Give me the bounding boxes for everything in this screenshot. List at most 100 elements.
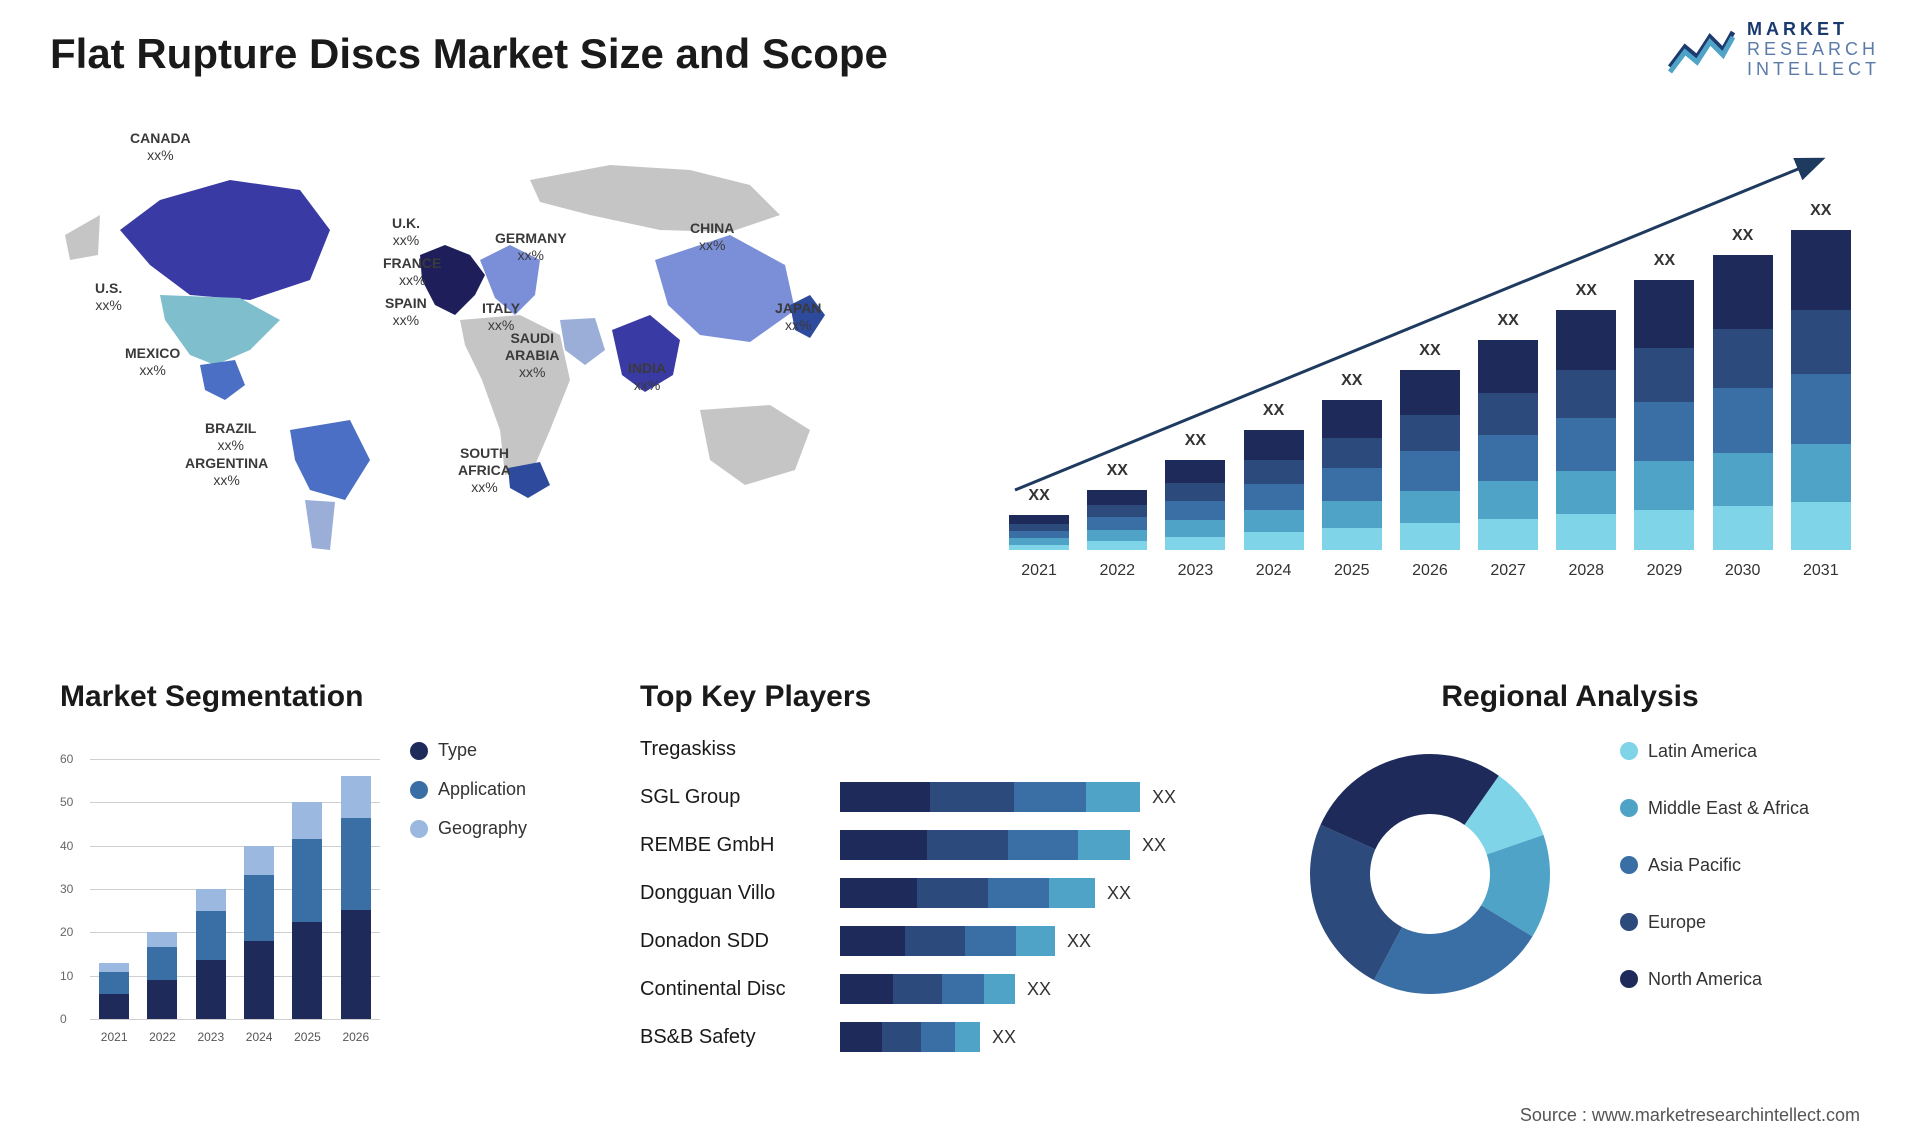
growth-bar-segment bbox=[1009, 545, 1069, 550]
growth-bar: XX bbox=[1244, 430, 1304, 550]
growth-xaxis-label: 2030 bbox=[1713, 562, 1773, 580]
segmentation-title: Market Segmentation bbox=[60, 680, 620, 714]
segmentation-bar-segment bbox=[196, 889, 226, 911]
segmentation-bar-segment bbox=[341, 818, 371, 910]
seg-xaxis-label: 2023 bbox=[196, 1030, 226, 1044]
legend-dot bbox=[410, 820, 428, 838]
player-name: Continental Disc bbox=[640, 978, 840, 1001]
growth-bar: XX bbox=[1009, 515, 1069, 550]
growth-bar-segment bbox=[1244, 460, 1304, 484]
seg-ylabel: 20 bbox=[60, 925, 73, 939]
growth-chart: XXXXXXXXXXXXXXXXXXXXXX 20212022202320242… bbox=[1000, 150, 1860, 580]
legend-dot bbox=[1620, 970, 1638, 988]
segmentation-bar-segment bbox=[147, 947, 177, 980]
player-bar-segment bbox=[840, 974, 893, 1004]
map-svg bbox=[50, 120, 950, 620]
logo-line3: INTELLECT bbox=[1747, 60, 1880, 80]
map-region bbox=[290, 420, 370, 500]
legend-label: Asia Pacific bbox=[1648, 855, 1741, 876]
growth-bar-segment bbox=[1322, 528, 1382, 551]
player-bar-segment bbox=[1049, 878, 1095, 908]
map-label: ARGENTINAxx% bbox=[185, 455, 268, 489]
regional-legend: Latin AmericaMiddle East & AfricaAsia Pa… bbox=[1620, 741, 1809, 1008]
source-text: Source : www.marketresearchintellect.com bbox=[1520, 1105, 1860, 1126]
growth-bar-segment bbox=[1322, 501, 1382, 528]
segmentation-chart: 0102030405060 202120222023202420252026 bbox=[60, 734, 380, 1044]
growth-bar-value: XX bbox=[1028, 487, 1049, 505]
player-row: REMBE GmbHXX bbox=[640, 825, 1260, 865]
segmentation-bar-segment bbox=[99, 963, 129, 973]
growth-bar-segment bbox=[1634, 348, 1694, 402]
segmentation-legend-item: Application bbox=[410, 779, 527, 800]
legend-dot bbox=[1620, 799, 1638, 817]
growth-bar-segment bbox=[1478, 519, 1538, 551]
growth-bar-value: XX bbox=[1341, 372, 1362, 390]
player-name: SGL Group bbox=[640, 786, 840, 809]
growth-bar-segment bbox=[1478, 393, 1538, 435]
player-bar-segment bbox=[840, 878, 917, 908]
legend-label: Europe bbox=[1648, 912, 1706, 933]
map-label: ITALYxx% bbox=[482, 300, 520, 334]
legend-dot bbox=[1620, 856, 1638, 874]
player-value: XX bbox=[1142, 835, 1166, 856]
map-label: SAUDIARABIAxx% bbox=[505, 330, 559, 380]
growth-bar-segment bbox=[1791, 502, 1851, 550]
map-label: SPAINxx% bbox=[385, 295, 427, 329]
segmentation-bar-segment bbox=[196, 960, 226, 1019]
growth-bar-segment bbox=[1009, 524, 1069, 531]
player-row: Donadon SDDXX bbox=[640, 921, 1260, 961]
player-bar-segment bbox=[1014, 782, 1086, 812]
player-bar-segment bbox=[1016, 926, 1055, 956]
player-bar bbox=[840, 974, 1015, 1004]
player-bar-segment bbox=[1008, 830, 1078, 860]
growth-bar-segment bbox=[1556, 418, 1616, 471]
growth-bar-value: XX bbox=[1419, 342, 1440, 360]
seg-xaxis-label: 2024 bbox=[244, 1030, 274, 1044]
regional-section: Regional Analysis Latin AmericaMiddle Ea… bbox=[1280, 680, 1860, 1024]
player-bar-segment bbox=[988, 878, 1049, 908]
map-label: U.S.xx% bbox=[95, 280, 122, 314]
growth-bar-segment bbox=[1556, 370, 1616, 418]
segmentation-bar-segment bbox=[244, 875, 274, 941]
growth-bar-segment bbox=[1791, 230, 1851, 310]
growth-bar-segment bbox=[1400, 523, 1460, 550]
segmentation-bar-segment bbox=[341, 910, 371, 1019]
legend-label: Latin America bbox=[1648, 741, 1757, 762]
player-bar-segment bbox=[921, 1022, 955, 1052]
world-map: CANADAxx%U.S.xx%MEXICOxx%BRAZILxx%ARGENT… bbox=[50, 120, 950, 620]
segmentation-bar-segment bbox=[147, 932, 177, 947]
growth-bar-segment bbox=[1478, 340, 1538, 393]
logo: MARKET RESEARCH INTELLECT bbox=[1665, 20, 1880, 79]
growth-bar-value: XX bbox=[1497, 312, 1518, 330]
player-name: BS&B Safety bbox=[640, 1026, 840, 1049]
segmentation-bar-segment bbox=[99, 972, 129, 993]
regional-legend-item: Latin America bbox=[1620, 741, 1809, 762]
legend-dot bbox=[1620, 913, 1638, 931]
growth-bar: XX bbox=[1713, 255, 1773, 550]
growth-bar-segment bbox=[1244, 532, 1304, 550]
growth-bar-segment bbox=[1322, 400, 1382, 438]
player-bar bbox=[840, 782, 1140, 812]
growth-xaxis-label: 2028 bbox=[1556, 562, 1616, 580]
legend-label: Type bbox=[438, 740, 477, 761]
growth-bar-segment bbox=[1244, 484, 1304, 510]
legend-dot bbox=[410, 742, 428, 760]
seg-xaxis-label: 2026 bbox=[341, 1030, 371, 1044]
growth-bar-segment bbox=[1244, 510, 1304, 532]
growth-bar-segment bbox=[1713, 453, 1773, 506]
legend-label: North America bbox=[1648, 969, 1762, 990]
growth-bar-segment bbox=[1165, 537, 1225, 551]
donut-slice bbox=[1321, 754, 1499, 849]
player-row: Tregaskiss bbox=[640, 729, 1260, 769]
growth-bar-segment bbox=[1791, 444, 1851, 502]
map-region bbox=[200, 360, 245, 400]
player-name: Dongguan Villo bbox=[640, 882, 840, 905]
growth-bar: XX bbox=[1322, 400, 1382, 550]
regional-legend-item: Asia Pacific bbox=[1620, 855, 1809, 876]
growth-bar-segment bbox=[1165, 501, 1225, 521]
map-label: U.K.xx% bbox=[392, 215, 420, 249]
segmentation-bar bbox=[341, 776, 371, 1019]
player-bar-segment bbox=[930, 782, 1014, 812]
map-label: SOUTHAFRICAxx% bbox=[458, 445, 511, 495]
player-bar-segment bbox=[840, 1022, 882, 1052]
